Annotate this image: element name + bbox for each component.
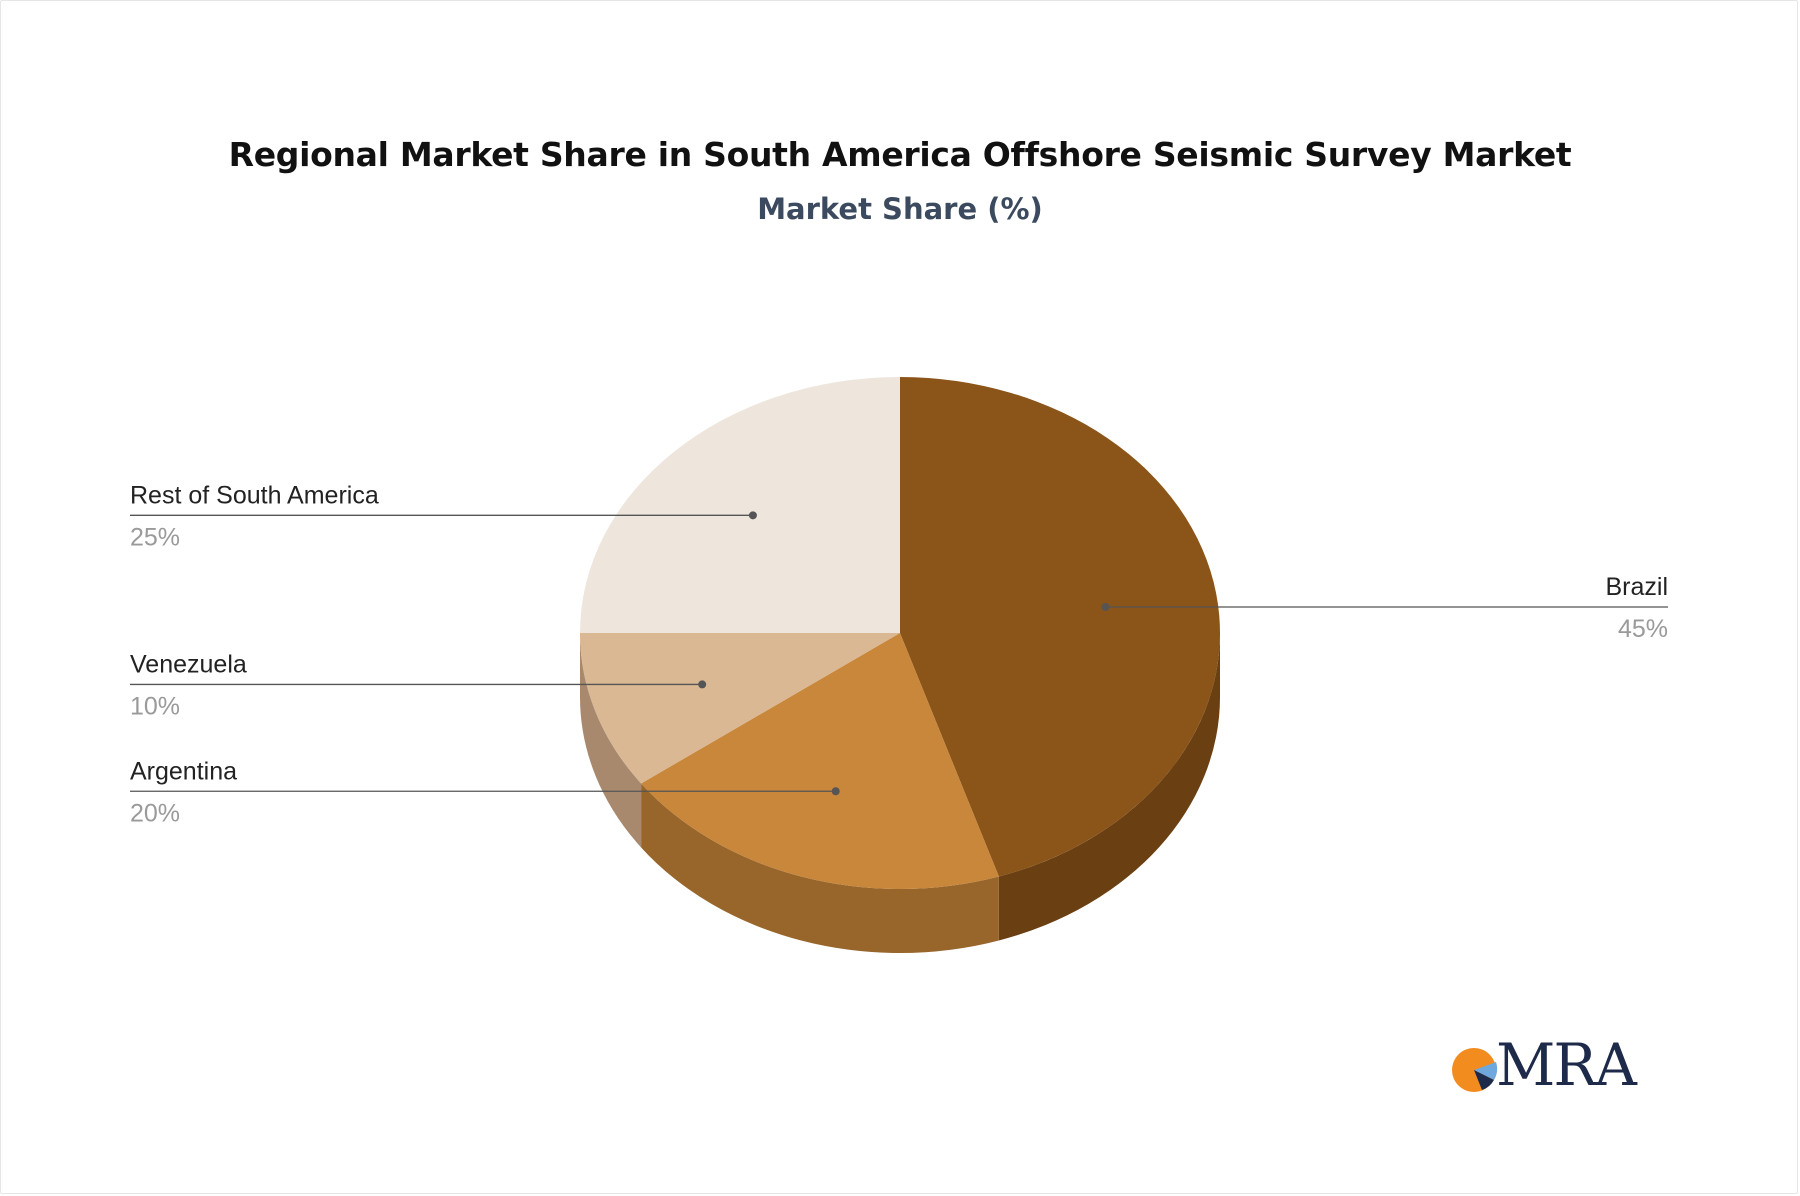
slice-value-rest-of-south-america: 25% — [130, 523, 180, 551]
slice-value-brazil: 45% — [1618, 615, 1668, 643]
callout-dot-rest-of-south-america — [748, 511, 757, 520]
pie-sides — [580, 633, 1220, 954]
chart-title: Regional Market Share in South America O… — [228, 135, 1572, 174]
pie-slice-venezuela[interactable] — [580, 633, 900, 784]
slice-label-venezuela: Venezuela — [130, 650, 247, 678]
callout-dot-venezuela — [698, 680, 707, 689]
logo-text: MRA — [1496, 1031, 1637, 1099]
pie-labels: Brazil 45% Argentina 20% Venezuela 10% Rest of… — [130, 481, 1668, 827]
slice-label-argentina: Argentina — [130, 757, 237, 785]
pie-slice-rest-of-south-america[interactable] — [580, 377, 900, 633]
slice-value-venezuela: 10% — [130, 692, 180, 720]
slice-label-rest-of-south-america: Rest of South America — [130, 481, 379, 509]
pie-side-brazil — [998, 633, 1220, 941]
pie-side-argentina — [641, 783, 999, 954]
pie-tops — [580, 377, 1221, 889]
callout-dot-argentina — [831, 787, 840, 796]
pie-slice-brazil[interactable] — [900, 377, 1221, 877]
slice-label-brazil: Brazil — [1605, 573, 1668, 601]
mra-logo — [1448, 1040, 1648, 1100]
callout-dot-brazil — [1101, 602, 1110, 611]
pie-side-venezuela — [580, 633, 642, 848]
chart-subtitle: Market Share (%) — [757, 192, 1043, 226]
pie-slice-argentina[interactable] — [641, 633, 999, 889]
slice-value-argentina: 20% — [130, 799, 180, 827]
logo-mark-icon — [1452, 1048, 1498, 1092]
